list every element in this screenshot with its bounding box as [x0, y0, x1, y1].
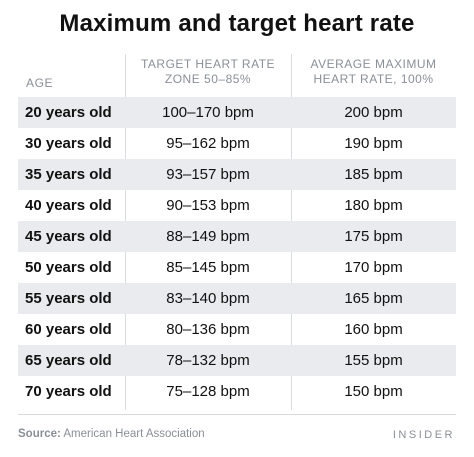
- target-zone-cell: 78–132 bpm: [166, 352, 250, 369]
- table-row: 30 years old 95–162 bpm 190 bpm: [18, 128, 456, 159]
- max-rate-cell: 165 bpm: [344, 290, 403, 307]
- header-age: AGE: [26, 76, 54, 90]
- header-max-rate-line1: AVERAGE MAXIMUM: [310, 57, 437, 71]
- header-target-zone: TARGET HEART RATE ZONE 50–85%: [125, 57, 291, 87]
- max-rate-cell: 155 bpm: [344, 352, 403, 369]
- source-label: Source:: [18, 428, 61, 440]
- max-rate-cell: 190 bpm: [344, 135, 403, 152]
- source-note: Source: American Heart Association: [18, 428, 205, 440]
- target-zone-cell: 88–149 bpm: [166, 228, 250, 245]
- age-cell: 20 years old: [25, 104, 112, 121]
- table-row: 60 years old 80–136 bpm 160 bpm: [18, 314, 456, 345]
- max-rate-cell: 185 bpm: [344, 166, 403, 183]
- header-max-rate-line2: HEART RATE, 100%: [313, 72, 434, 86]
- target-zone-cell: 90–153 bpm: [166, 197, 250, 214]
- age-cell: 65 years old: [25, 352, 112, 369]
- age-cell: 30 years old: [25, 135, 112, 152]
- target-zone-cell: 75–128 bpm: [166, 383, 250, 400]
- table-header: AGE TARGET HEART RATE ZONE 50–85% AVERAG…: [18, 54, 456, 95]
- source-text: American Heart Association: [63, 428, 205, 440]
- table-row: 55 years old 83–140 bpm 165 bpm: [18, 283, 456, 314]
- age-cell: 70 years old: [25, 383, 112, 400]
- max-rate-cell: 180 bpm: [344, 197, 403, 214]
- target-zone-cell: 85–145 bpm: [166, 259, 250, 276]
- header-target-zone-line1: TARGET HEART RATE: [140, 57, 276, 71]
- max-rate-cell: 200 bpm: [344, 104, 403, 121]
- header-target-zone-line2: ZONE 50–85%: [164, 72, 252, 86]
- footer-divider: [18, 414, 456, 415]
- table-row: 70 years old 75–128 bpm 150 bpm: [18, 376, 456, 407]
- page-title: Maximum and target heart rate: [59, 10, 415, 37]
- table-row: 45 years old 88–149 bpm 175 bpm: [18, 221, 456, 252]
- table-row: 40 years old 90–153 bpm 180 bpm: [18, 190, 456, 221]
- target-zone-cell: 95–162 bpm: [166, 135, 250, 152]
- age-cell: 50 years old: [25, 259, 112, 276]
- age-cell: 60 years old: [25, 321, 112, 338]
- table-body: 20 years old 100–170 bpm 200 bpm 30 year…: [18, 97, 456, 407]
- header-max-rate: AVERAGE MAXIMUM HEART RATE, 100%: [291, 57, 456, 87]
- table-row: 65 years old 78–132 bpm 155 bpm: [18, 345, 456, 376]
- table-row: 20 years old 100–170 bpm 200 bpm: [18, 97, 456, 128]
- table-row: 50 years old 85–145 bpm 170 bpm: [18, 252, 456, 283]
- table-row: 35 years old 93–157 bpm 185 bpm: [18, 159, 456, 190]
- target-zone-cell: 93–157 bpm: [166, 166, 250, 183]
- max-rate-cell: 175 bpm: [344, 228, 403, 245]
- max-rate-cell: 170 bpm: [344, 259, 403, 276]
- target-zone-cell: 83–140 bpm: [166, 290, 250, 307]
- age-cell: 55 years old: [25, 290, 112, 307]
- age-cell: 45 years old: [25, 228, 112, 245]
- age-cell: 40 years old: [25, 197, 112, 214]
- target-zone-cell: 100–170 bpm: [162, 104, 254, 121]
- max-rate-cell: 150 bpm: [344, 383, 403, 400]
- insider-logo: INSIDER: [392, 429, 455, 441]
- max-rate-cell: 160 bpm: [344, 321, 403, 338]
- target-zone-cell: 80–136 bpm: [166, 321, 250, 338]
- age-cell: 35 years old: [25, 166, 112, 183]
